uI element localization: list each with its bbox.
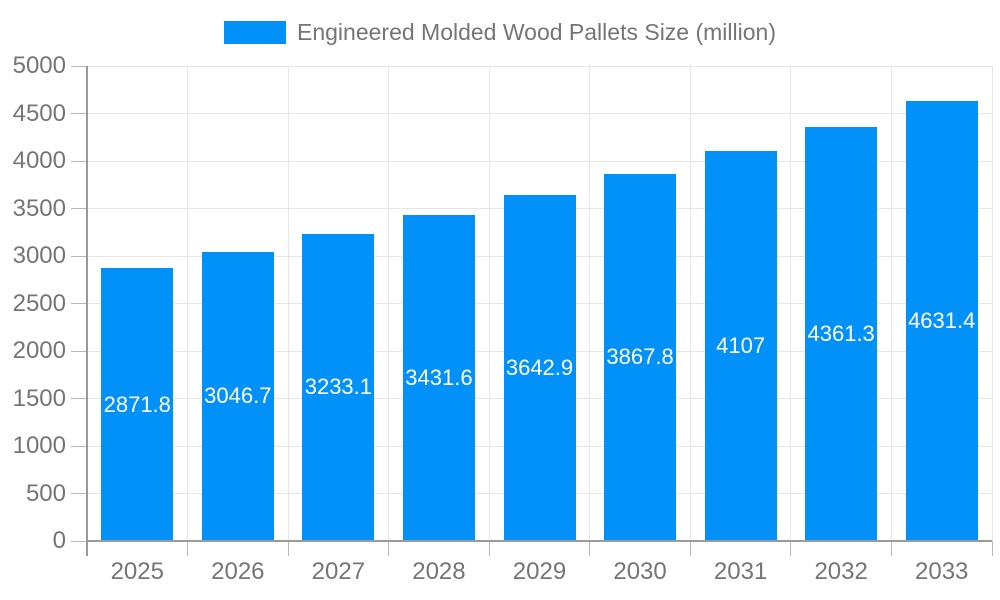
gridline-vertical bbox=[890, 66, 892, 541]
y-axis-tick bbox=[71, 540, 87, 542]
gridline-vertical bbox=[689, 66, 691, 541]
bar-value-label: 3233.1 bbox=[304, 374, 373, 400]
y-axis-tick bbox=[71, 113, 87, 114]
x-tick-label: 2030 bbox=[613, 558, 667, 585]
gridline-vertical bbox=[287, 66, 289, 541]
x-axis-tick bbox=[388, 541, 390, 556]
y-tick-label: 5000 bbox=[12, 52, 66, 79]
legend-label: Engineered Molded Wood Pallets Size (mil… bbox=[297, 18, 776, 45]
y-axis-tick bbox=[71, 398, 87, 399]
gridline-horizontal bbox=[87, 113, 992, 114]
y-axis-tick bbox=[71, 65, 87, 67]
bar-value-label: 4361.3 bbox=[807, 320, 875, 346]
gridline-vertical bbox=[991, 66, 993, 541]
x-axis-tick bbox=[589, 541, 591, 556]
y-axis-tick bbox=[71, 208, 87, 209]
bar bbox=[604, 173, 677, 541]
y-axis-tick bbox=[71, 350, 87, 352]
bar-value-label: 3046.7 bbox=[204, 383, 272, 409]
x-tick-label: 2028 bbox=[412, 558, 466, 585]
bar bbox=[503, 194, 576, 541]
x-tick-label: 2033 bbox=[915, 558, 969, 585]
bar-value-label: 4107 bbox=[716, 332, 766, 358]
bar bbox=[905, 101, 978, 541]
bar bbox=[704, 150, 777, 541]
x-axis-tick bbox=[790, 541, 792, 556]
bar bbox=[805, 126, 878, 541]
x-axis-tick bbox=[187, 541, 189, 556]
y-tick-label: 4000 bbox=[12, 147, 66, 174]
bar-value-label: 2871.8 bbox=[103, 391, 171, 417]
bar-value-label: 3867.8 bbox=[606, 344, 674, 370]
bar bbox=[302, 233, 375, 541]
y-axis-line bbox=[86, 66, 88, 556]
y-tick-label: 2000 bbox=[12, 337, 66, 364]
y-tick-label: 3000 bbox=[12, 242, 66, 269]
y-axis-tick bbox=[71, 493, 87, 494]
gridline-horizontal bbox=[87, 65, 992, 67]
legend-item[interactable]: Engineered Molded Wood Pallets Size (mil… bbox=[0, 17, 1000, 47]
gridline-vertical bbox=[388, 66, 390, 541]
bar-value-label: 3431.6 bbox=[405, 364, 473, 390]
bar-value-label: 3642.9 bbox=[505, 354, 574, 380]
y-tick-label: 1000 bbox=[12, 432, 66, 459]
bar bbox=[101, 268, 174, 541]
x-tick-label: 2025 bbox=[110, 558, 164, 585]
gridline-vertical bbox=[187, 66, 189, 541]
x-tick-label: 2026 bbox=[211, 558, 265, 585]
x-axis-tick bbox=[890, 541, 892, 556]
y-axis-tick bbox=[71, 255, 87, 257]
y-tick-label: 1500 bbox=[12, 384, 66, 412]
y-tick-label: 3500 bbox=[12, 194, 66, 222]
y-tick-label: 500 bbox=[25, 479, 66, 507]
y-tick-label: 2500 bbox=[12, 289, 66, 317]
bar-value-label: 4631.4 bbox=[908, 308, 976, 333]
y-axis-tick bbox=[71, 303, 87, 304]
y-axis-tick bbox=[71, 160, 87, 162]
x-axis-tick bbox=[488, 541, 490, 556]
x-axis-tick bbox=[991, 541, 993, 556]
bar bbox=[402, 214, 475, 541]
y-axis-tick bbox=[71, 445, 87, 447]
gridline-vertical bbox=[589, 66, 591, 541]
x-tick-label: 2029 bbox=[512, 558, 567, 585]
x-axis-line bbox=[87, 540, 992, 542]
x-tick-label: 2032 bbox=[814, 558, 868, 585]
x-tick-label: 2027 bbox=[311, 558, 366, 585]
x-axis-tick bbox=[689, 541, 691, 556]
gridline-horizontal bbox=[87, 160, 992, 162]
bar bbox=[201, 251, 274, 541]
gridline-vertical bbox=[488, 66, 490, 541]
x-tick-label: 2031 bbox=[713, 558, 768, 585]
legend-swatch bbox=[224, 20, 286, 44]
y-tick-label: 0 bbox=[52, 527, 66, 554]
y-tick-label: 4500 bbox=[12, 99, 66, 127]
gridline-vertical bbox=[790, 66, 792, 541]
x-axis-tick bbox=[287, 541, 289, 556]
